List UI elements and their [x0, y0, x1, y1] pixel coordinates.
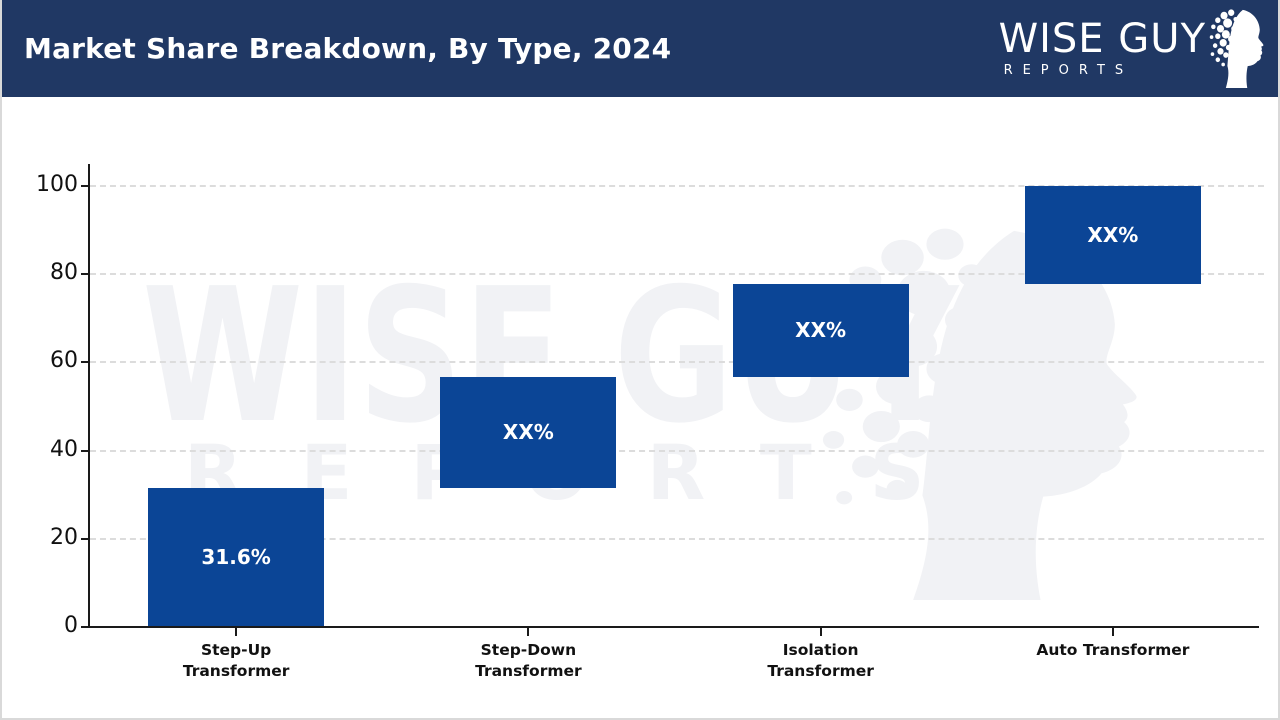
gridline-100: [90, 185, 1264, 188]
y-axis-tick: [81, 537, 90, 540]
header-bar: Market Share Breakdown, By Type, 2024 WI…: [2, 0, 1278, 97]
y-axis-tick-label: 80: [50, 260, 78, 286]
x-axis-line: [88, 626, 1259, 628]
brand-name: WISE GUY: [998, 16, 1206, 62]
gridline-20: [90, 537, 1264, 540]
bar-segment-1: 31.6%: [148, 487, 325, 627]
bar-value-label: XX%: [795, 318, 847, 343]
y-axis-tick: [81, 185, 90, 188]
bar-value-label: XX%: [1087, 223, 1139, 248]
category-label: Auto Transformer: [1036, 641, 1190, 659]
y-axis-tick-label: 100: [36, 172, 78, 198]
y-axis-tick: [81, 273, 90, 276]
x-axis-tick: [819, 628, 822, 636]
bar-value-label: XX%: [502, 420, 554, 445]
gridline-80: [90, 273, 1264, 276]
x-axis-tick: [1111, 628, 1114, 636]
bar-segment-4: XX%: [1024, 186, 1201, 285]
gridline-60: [90, 361, 1264, 364]
x-axis-tick: [527, 628, 530, 636]
y-axis-line: [88, 164, 90, 628]
y-axis-tick-label: 0: [64, 613, 78, 638]
y-axis-tick-label: 60: [50, 348, 78, 374]
brand-logo: WISE GUY REPORTS: [999, 8, 1266, 88]
brand-subtitle: REPORTS: [1003, 63, 1134, 78]
y-axis-tick-label: 40: [50, 436, 78, 462]
brand-logo-text: WISE GUY REPORTS: [999, 18, 1206, 78]
y-axis-tick: [81, 449, 90, 452]
category-label: Step-Up Transformer: [182, 641, 290, 681]
y-axis-tick: [81, 361, 90, 364]
bar-segment-3: XX%: [732, 284, 909, 377]
y-axis-tick-label: 20: [50, 524, 78, 550]
x-axis-tick: [235, 628, 238, 636]
y-axis-tick: [81, 626, 90, 628]
gridline-40: [90, 449, 1264, 452]
brand-face-icon: [1209, 9, 1264, 88]
chart-title: Market Share Breakdown, By Type, 2024: [24, 32, 672, 65]
category-label: Step-Down Transformer: [475, 641, 582, 681]
category-label: Isolation Transformer: [767, 641, 874, 681]
bar-value-label: 31.6%: [201, 545, 271, 570]
bar-segment-2: XX%: [440, 376, 617, 488]
